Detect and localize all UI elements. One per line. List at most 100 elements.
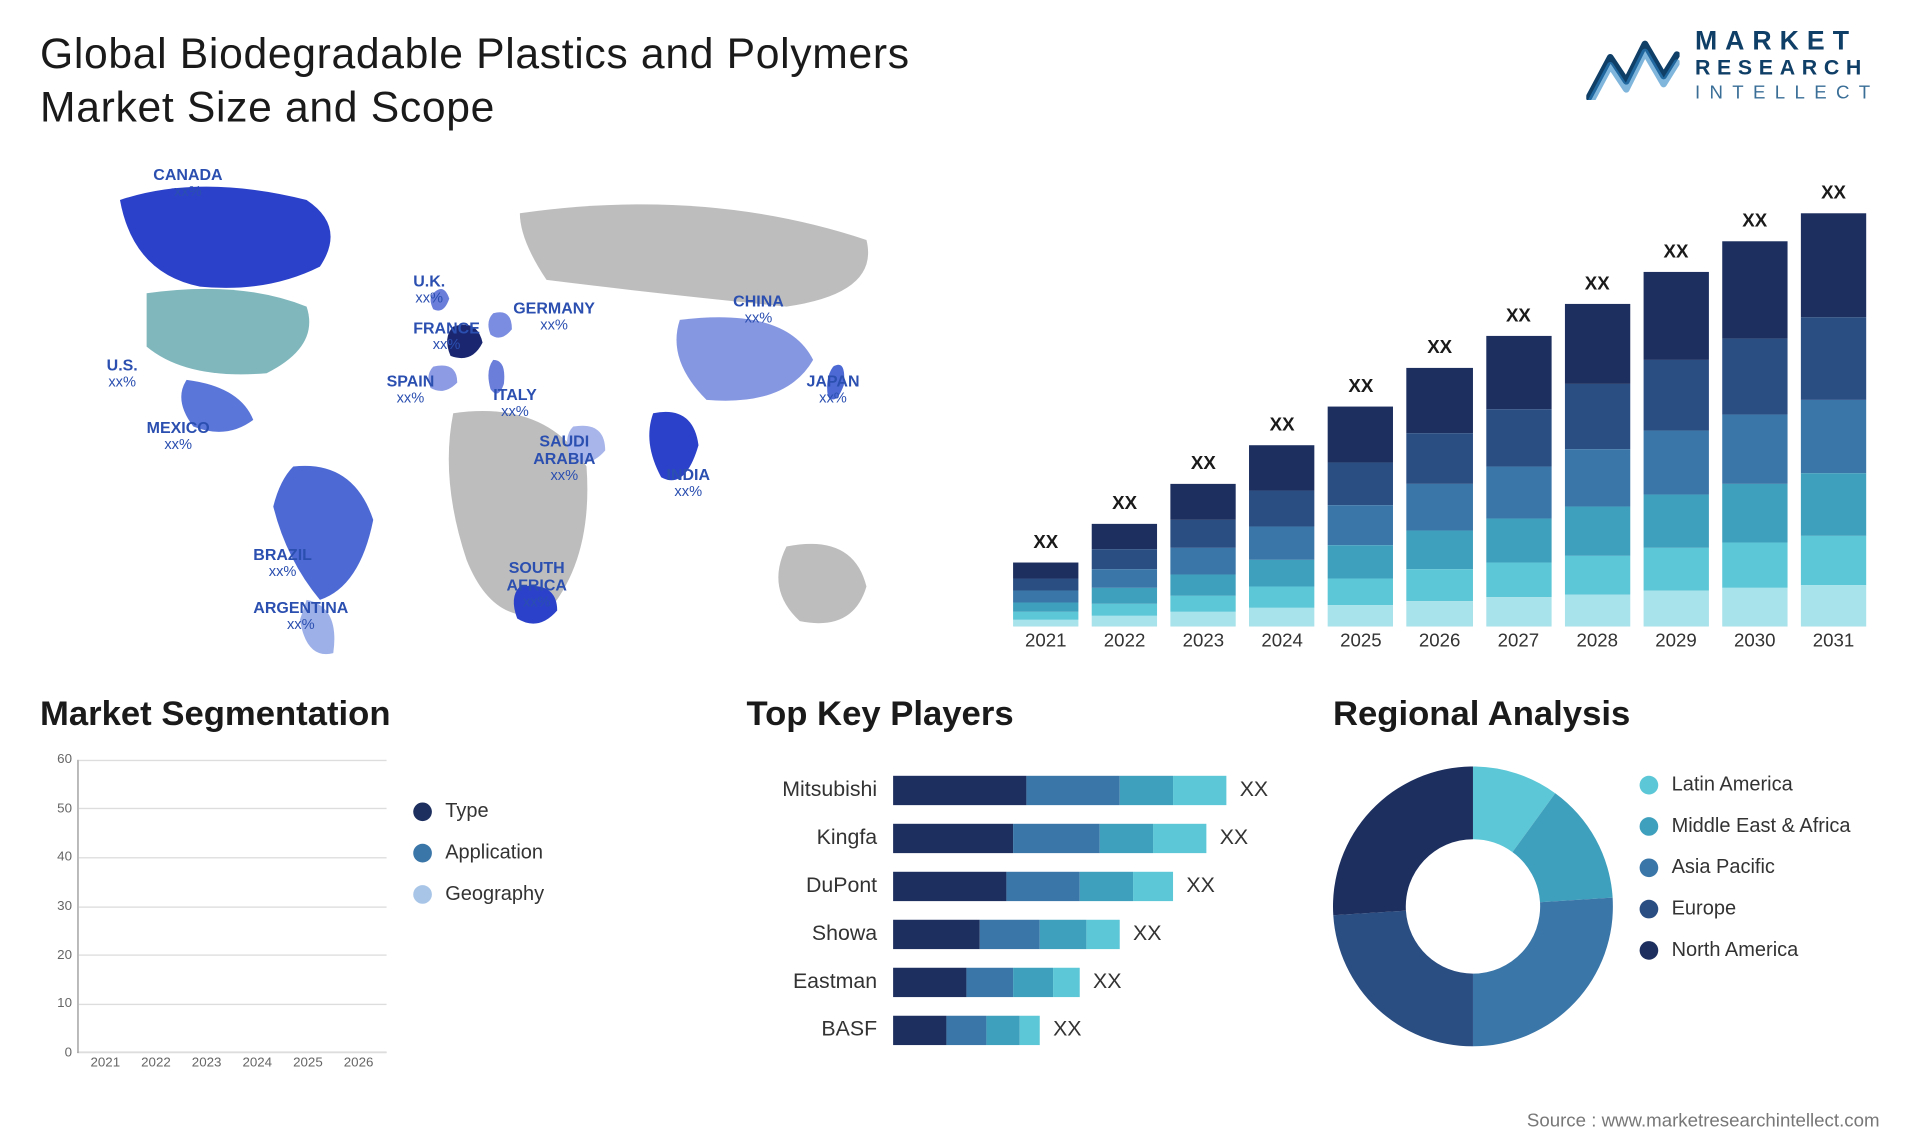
growth-bar-segment <box>1013 562 1078 578</box>
growth-bar: XX <box>1486 336 1551 627</box>
growth-bar-segment <box>1171 484 1236 520</box>
growth-bar-segment <box>1564 304 1629 385</box>
growth-bar-segment <box>1801 317 1866 400</box>
player-name: DuPont <box>746 874 893 898</box>
growth-bar-segment <box>1249 560 1314 587</box>
player-value-label: XX <box>1093 970 1121 994</box>
player-bar-segment <box>893 776 1026 805</box>
seg-ytick: 60 <box>57 752 72 767</box>
regional-legend-item: Asia Pacific <box>1640 856 1851 879</box>
seg-year-label: 2025 <box>288 1056 328 1080</box>
player-bar-segment <box>1086 920 1119 949</box>
player-bar-segment <box>946 1016 986 1045</box>
seg-ytick: 30 <box>57 899 72 914</box>
growth-bar-segment <box>1092 604 1157 616</box>
player-name: Mitsubishi <box>746 778 893 802</box>
growth-bar-segment <box>1643 271 1708 360</box>
growth-bar-segment <box>1486 467 1551 519</box>
growth-bar-segment <box>1407 601 1472 627</box>
player-row: DuPontXX <box>746 862 1306 910</box>
player-bar-segment <box>1100 824 1153 853</box>
country-label: JAPANxx% <box>806 373 859 407</box>
player-bar-segment <box>986 1016 1019 1045</box>
growth-bar-segment <box>1564 594 1629 626</box>
map-russia-other <box>520 204 868 306</box>
segmentation-title: Market Segmentation <box>40 693 627 734</box>
player-bar-segment <box>1006 872 1079 901</box>
regional-legend-label: Middle East & Africa <box>1672 814 1851 837</box>
growth-year-label: 2028 <box>1564 629 1629 666</box>
legend-swatch-icon <box>413 884 432 903</box>
country-label: ITALYxx% <box>493 387 537 421</box>
player-bar-segment <box>1053 968 1080 997</box>
growth-bar-segment <box>1564 507 1629 555</box>
growth-bar-segment <box>1171 574 1236 595</box>
seg-legend-label: Geography <box>445 882 544 905</box>
country-label: SPAINxx% <box>387 373 435 407</box>
donut-slice <box>1333 766 1473 915</box>
player-row: ShowaXX <box>746 910 1306 958</box>
country-label: ARGENTINAxx% <box>253 600 348 634</box>
growth-year-label: 2027 <box>1486 629 1551 666</box>
map-usa <box>147 289 310 375</box>
seg-ytick: 20 <box>57 948 72 963</box>
player-value-label: XX <box>1220 826 1248 850</box>
growth-year-label: 2030 <box>1722 629 1787 666</box>
growth-bar-segment <box>1092 616 1157 626</box>
seg-legend-label: Type <box>445 800 488 823</box>
legend-swatch-icon <box>413 802 432 821</box>
player-bar-wrap: XX <box>893 968 1306 997</box>
growth-bar-segment <box>1722 338 1787 415</box>
growth-bar-label: XX <box>1664 239 1689 260</box>
growth-year-label: 2029 <box>1643 629 1708 666</box>
growth-bar-segment <box>1564 555 1629 594</box>
country-label: INDIAxx% <box>667 467 711 501</box>
seg-year-label: 2023 <box>187 1056 227 1080</box>
player-bar <box>893 776 1226 805</box>
country-label: U.K.xx% <box>413 273 445 307</box>
seg-legend-item: Type <box>413 800 544 823</box>
logo-text: MARKET RESEARCH INTELLECT <box>1695 27 1880 103</box>
legend-swatch-icon <box>1640 940 1659 959</box>
player-row: KingfaXX <box>746 814 1306 862</box>
regional-donut <box>1333 766 1613 1046</box>
player-value-label: XX <box>1053 1018 1081 1042</box>
growth-year-label: 2025 <box>1328 629 1393 666</box>
growth-bar: XX <box>1249 446 1314 627</box>
growth-bar-segment <box>1564 449 1629 507</box>
growth-bar-segment <box>1171 520 1236 548</box>
growth-bar-label: XX <box>1270 414 1295 435</box>
growth-bar-label: XX <box>1191 452 1216 473</box>
segmentation-plot <box>77 760 386 1053</box>
player-row: Mitsubishi XX <box>746 766 1306 814</box>
growth-bar-segment <box>1486 409 1551 467</box>
growth-bar-segment <box>1013 620 1078 626</box>
growth-bar-segment <box>1722 542 1787 588</box>
growth-bar-segment <box>1722 415 1787 484</box>
country-label: SAUDIARABIAxx% <box>533 433 595 484</box>
growth-year-label: 2026 <box>1407 629 1472 666</box>
segmentation-section: Market Segmentation 0102030405060 202120… <box>40 693 627 734</box>
country-label: GERMANYxx% <box>513 300 595 334</box>
growth-bar-segment <box>1092 523 1157 549</box>
player-bar-segment <box>1040 920 1087 949</box>
player-value-label: XX <box>1240 778 1268 802</box>
growth-year-label: 2024 <box>1249 629 1314 666</box>
page-title: Global Biodegradable Plastics and Polyme… <box>40 27 1000 134</box>
growth-bar-segment <box>1486 336 1551 409</box>
regional-legend-label: Europe <box>1672 897 1736 920</box>
growth-bar-segment <box>1013 591 1078 603</box>
growth-year-label: 2021 <box>1013 629 1078 666</box>
seg-year-label: 2022 <box>136 1056 176 1080</box>
growth-bar-segment <box>1486 563 1551 598</box>
growth-bar-segment <box>1643 548 1708 591</box>
growth-bar-segment <box>1249 527 1314 560</box>
player-bar <box>893 1016 1040 1045</box>
map-canada <box>120 187 331 288</box>
player-value-label: XX <box>1133 922 1161 946</box>
player-bar-segment <box>1133 872 1173 901</box>
growth-bar-segment <box>1092 549 1157 570</box>
player-bar-segment <box>1153 824 1206 853</box>
growth-bar: XX <box>1801 213 1866 626</box>
country-label: BRAZILxx% <box>253 547 312 581</box>
